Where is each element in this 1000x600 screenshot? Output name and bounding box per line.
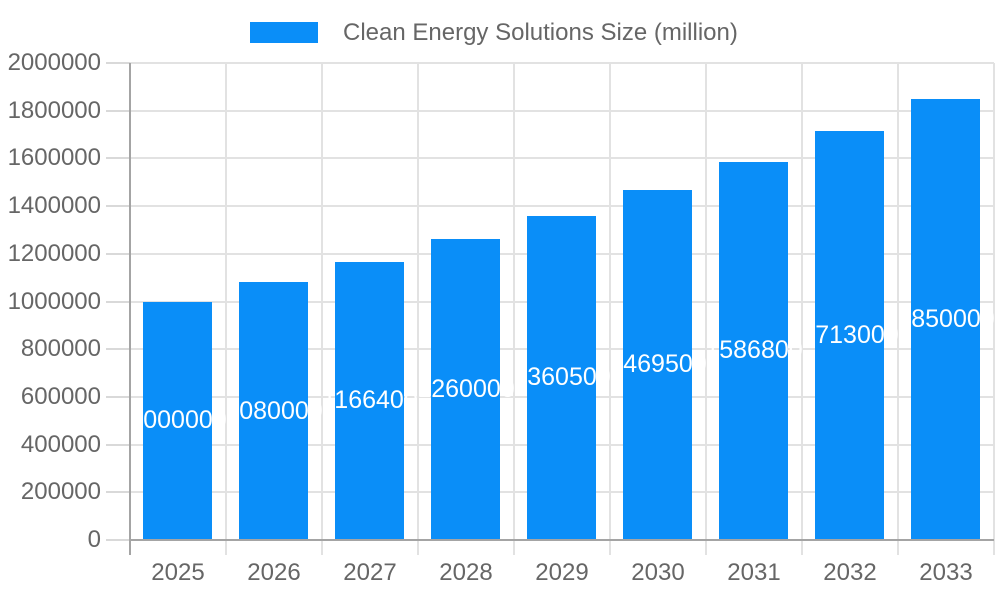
bar-2030[interactable] [623, 189, 692, 540]
y-tick-label: 2000000 [7, 49, 101, 76]
y-tick-mark [106, 395, 130, 398]
y-tick-mark [106, 348, 130, 351]
bar-value-label: 1469500 [609, 350, 707, 379]
h-gridline [130, 205, 994, 208]
y-axis-line [129, 63, 131, 555]
y-tick-label: 1400000 [7, 192, 101, 220]
bar-value-label: 1713000 [801, 321, 899, 350]
x-axis-line [129, 539, 994, 541]
y-tick-label: 200000 [20, 478, 101, 506]
bar-2033[interactable] [911, 98, 980, 540]
v-gridline [609, 63, 611, 555]
y-tick-label: 0 [87, 526, 101, 553]
y-tick-mark [106, 205, 130, 208]
v-gridline [993, 63, 995, 555]
h-gridline [130, 109, 994, 112]
y-tick-mark [106, 539, 130, 541]
v-gridline [321, 63, 323, 555]
bar-2027[interactable] [335, 261, 404, 540]
v-gridline [705, 63, 707, 555]
y-tick-mark [106, 443, 130, 446]
x-tick-label: 2027 [343, 559, 397, 586]
bar-value-label: 1000000 [129, 406, 227, 435]
x-tick-label: 2029 [535, 559, 589, 586]
x-tick-label: 2028 [439, 559, 493, 586]
y-tick-mark [106, 491, 130, 494]
bar-2026[interactable] [239, 282, 308, 540]
bar-value-label: 1850000 [897, 304, 995, 333]
v-gridline [417, 63, 419, 555]
x-tick-label: 2032 [823, 559, 877, 586]
x-tick-label: 2030 [631, 559, 685, 586]
y-tick-mark [106, 109, 130, 112]
x-tick-label: 2031 [727, 559, 781, 586]
h-gridline [130, 157, 994, 160]
x-tick-label: 2033 [919, 559, 973, 586]
y-tick-label: 1800000 [7, 96, 101, 124]
v-gridline [513, 63, 515, 555]
v-gridline [897, 63, 899, 555]
y-tick-label: 400000 [20, 430, 101, 458]
bar-value-label: 1080000 [225, 396, 323, 425]
y-tick-mark [106, 157, 130, 160]
bar-value-label: 1166400 [322, 386, 418, 415]
bar-value-label: 1260000 [417, 375, 515, 404]
y-tick-mark [106, 62, 130, 64]
legend-label: Clean Energy Solutions Size (million) [343, 19, 738, 46]
y-tick-mark [106, 300, 130, 303]
bar-2025[interactable] [143, 301, 212, 540]
bar-value-label: 1586800 [705, 336, 803, 365]
y-tick-mark [106, 252, 130, 255]
bar-2028[interactable] [431, 239, 500, 540]
v-gridline [225, 63, 227, 555]
y-tick-label: 600000 [20, 382, 101, 410]
y-tick-label: 1600000 [7, 144, 101, 172]
bar-value-label: 1360500 [513, 363, 611, 392]
h-gridline [130, 62, 994, 64]
v-gridline [801, 63, 803, 555]
x-tick-label: 2026 [247, 559, 301, 586]
y-tick-label: 1000000 [7, 287, 101, 315]
y-tick-label: 1200000 [7, 239, 101, 267]
bar-2029[interactable] [527, 215, 596, 540]
x-tick-label: 2025 [151, 559, 205, 586]
y-tick-label: 800000 [20, 335, 101, 363]
bar-2031[interactable] [719, 161, 788, 540]
legend-swatch [250, 22, 318, 43]
bar-2032[interactable] [815, 131, 884, 540]
